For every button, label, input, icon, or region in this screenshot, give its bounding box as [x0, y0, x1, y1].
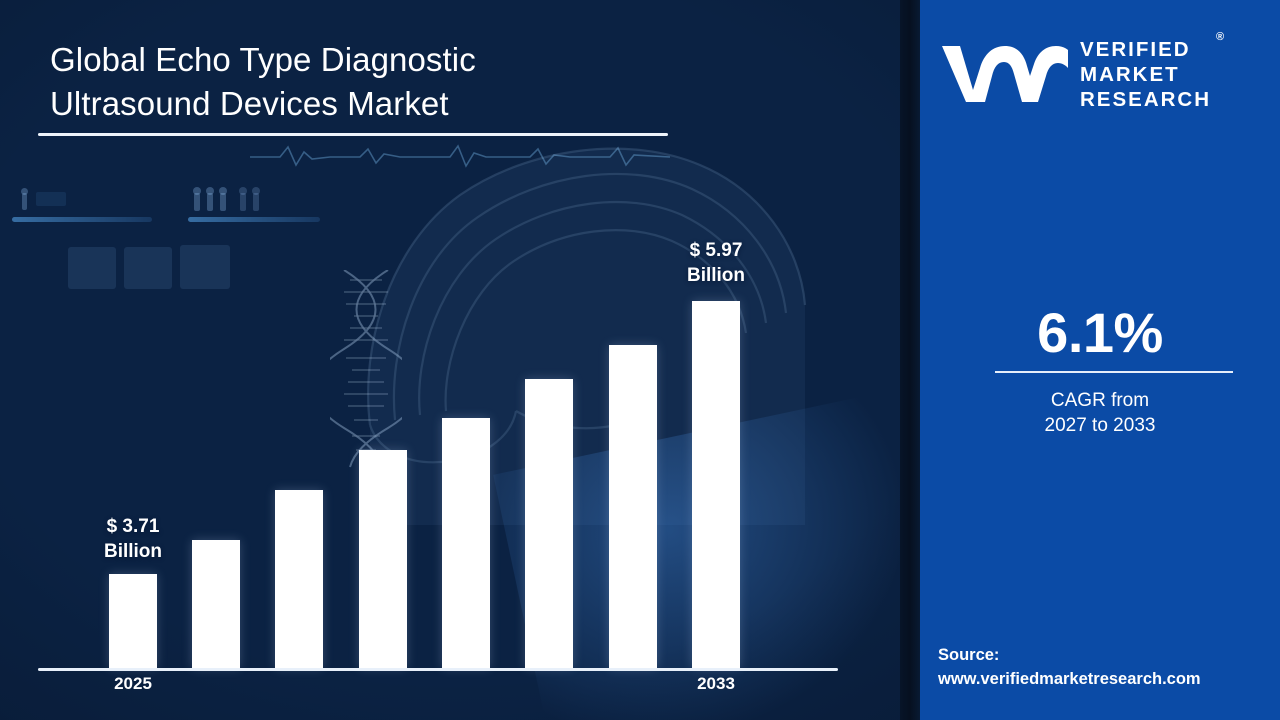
brand-line-2: MARKET: [1080, 62, 1180, 86]
bar-label-last: $ 5.97 Billion: [646, 238, 786, 288]
bar-label-first-amount: $ 3.71: [106, 516, 160, 537]
bar-2025: [109, 574, 157, 668]
bar-label-last-amount: $ 5.97: [689, 240, 743, 261]
cagr-caption-line-2: 2027 to 2033: [1044, 415, 1156, 436]
cagr-caption: CAGR from 2027 to 2033: [920, 388, 1280, 438]
brand-line-3: RESEARCH: [1080, 87, 1212, 111]
bar-2026: [192, 540, 240, 668]
cagr-value: 6.1%: [1037, 301, 1163, 364]
title-underline: [38, 133, 668, 136]
brand-wordmark: VERIFIED MARKET RESEARCH ®: [1080, 31, 1224, 112]
title-line-1: Global Echo Type Diagnostic: [50, 41, 476, 78]
registered-trademark-icon: ®: [1215, 30, 1225, 43]
brand-sidebar: VERIFIED MARKET RESEARCH ® 6.1% CAGR fro…: [920, 0, 1280, 720]
bar-2028: [359, 450, 407, 668]
source-attribution: Source: www.verifiedmarketresearch.com: [938, 643, 1280, 691]
bar-label-last-unit: Billion: [686, 265, 746, 286]
bar-label-first: $ 3.71 Billion: [63, 514, 203, 564]
bar-2029: [442, 418, 490, 668]
brand-line-1: VERIFIED: [1080, 37, 1191, 61]
source-label: Source:: [938, 646, 1000, 664]
bar-2033: [692, 301, 740, 668]
vmr-logo-icon: [942, 46, 1068, 102]
x-axis-line: [38, 668, 838, 671]
bar-2031: [609, 345, 657, 668]
brand-logo[interactable]: VERIFIED MARKET RESEARCH ®: [940, 30, 1270, 116]
cagr-divider: [995, 371, 1233, 373]
bar-2030: [525, 379, 573, 668]
source-url[interactable]: www.verifiedmarketresearch.com: [938, 670, 1201, 688]
x-tick-2025: 2025: [114, 674, 152, 693]
bar-label-first-unit: Billion: [103, 541, 163, 562]
title-line-2: Ultrasound Devices Market: [50, 85, 449, 122]
cagr-caption-line-1: CAGR from: [1050, 390, 1150, 411]
panel-divider: [900, 0, 920, 720]
page-title: Global Echo Type Diagnostic Ultrasound D…: [50, 38, 690, 126]
x-tick-2033: 2033: [697, 674, 735, 693]
bar-chart: $ 3.71 Billion $ 5.97 Billion 2025 2033: [38, 238, 838, 693]
bar-2027: [275, 490, 323, 668]
